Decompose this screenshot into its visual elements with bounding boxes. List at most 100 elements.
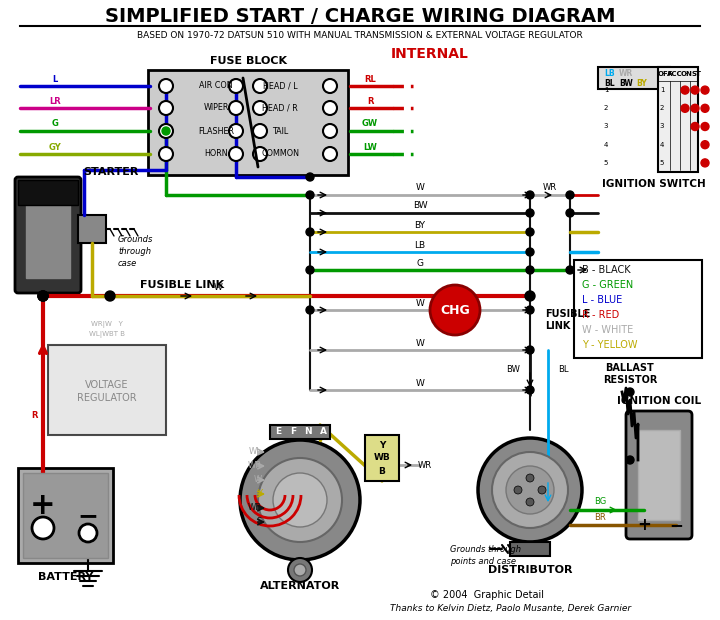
Text: CHG: CHG <box>440 304 470 316</box>
Circle shape <box>159 101 173 115</box>
Circle shape <box>526 228 534 236</box>
Circle shape <box>306 191 314 199</box>
Circle shape <box>526 191 534 199</box>
Text: FLASHER: FLASHER <box>198 126 234 136</box>
Text: 4: 4 <box>660 142 664 148</box>
Circle shape <box>681 86 689 94</box>
Text: HEAD / R: HEAD / R <box>262 104 298 112</box>
Circle shape <box>253 79 267 93</box>
Text: N: N <box>304 428 312 436</box>
Circle shape <box>526 266 534 274</box>
Text: W: W <box>415 298 424 308</box>
Circle shape <box>506 466 554 514</box>
Bar <box>574 260 702 358</box>
FancyBboxPatch shape <box>626 411 692 539</box>
Circle shape <box>38 291 48 301</box>
Text: 3: 3 <box>604 123 608 130</box>
Text: GW: GW <box>362 120 378 128</box>
Circle shape <box>526 209 534 217</box>
Circle shape <box>159 124 173 138</box>
Text: BW: BW <box>506 366 520 374</box>
Circle shape <box>691 104 699 112</box>
Circle shape <box>701 141 709 149</box>
Circle shape <box>32 517 54 539</box>
Text: −: − <box>78 504 99 528</box>
Circle shape <box>229 147 243 161</box>
Text: WR: WR <box>248 461 262 471</box>
Circle shape <box>229 79 243 93</box>
Text: Grounds through: Grounds through <box>450 546 521 554</box>
Text: IGNITION COIL: IGNITION COIL <box>617 396 701 406</box>
Circle shape <box>294 564 306 576</box>
Circle shape <box>105 291 115 301</box>
Text: 3: 3 <box>660 123 665 130</box>
Circle shape <box>159 79 173 93</box>
Text: W: W <box>415 184 424 192</box>
Text: WL: WL <box>249 448 262 456</box>
Text: W: W <box>415 378 424 388</box>
Text: R: R <box>366 97 373 105</box>
Circle shape <box>526 498 534 506</box>
Circle shape <box>323 147 337 161</box>
Text: BALLAST: BALLAST <box>606 363 654 373</box>
Circle shape <box>566 266 574 274</box>
Text: Y - YELLOW: Y - YELLOW <box>582 340 637 350</box>
Circle shape <box>38 291 48 301</box>
Circle shape <box>701 159 709 167</box>
Text: GY: GY <box>49 143 61 151</box>
Circle shape <box>526 248 534 256</box>
Circle shape <box>526 306 534 314</box>
Text: R: R <box>32 410 38 420</box>
Text: R - RED: R - RED <box>582 310 619 320</box>
Text: 1: 1 <box>660 87 665 93</box>
Text: G: G <box>52 120 58 128</box>
Text: OFF: OFF <box>657 71 672 77</box>
Circle shape <box>253 101 267 115</box>
Text: BR: BR <box>594 513 606 521</box>
Polygon shape <box>18 180 78 205</box>
Text: points and case: points and case <box>450 557 516 567</box>
Text: Y: Y <box>257 490 262 498</box>
Text: BW: BW <box>619 79 633 87</box>
Text: ALTERNATOR: ALTERNATOR <box>260 581 340 591</box>
Bar <box>23 473 108 558</box>
Text: BG: BG <box>594 497 606 507</box>
Text: L - BLUE: L - BLUE <box>582 295 622 305</box>
Circle shape <box>691 86 699 94</box>
Circle shape <box>306 306 314 314</box>
Circle shape <box>229 124 243 138</box>
Circle shape <box>159 147 173 161</box>
Text: Y: Y <box>379 440 385 450</box>
Text: E: E <box>275 428 281 436</box>
Circle shape <box>323 101 337 115</box>
Text: HORN: HORN <box>204 149 228 159</box>
FancyBboxPatch shape <box>15 177 81 293</box>
Text: B: B <box>379 467 385 477</box>
Text: L: L <box>53 74 58 84</box>
Text: LW: LW <box>363 143 377 151</box>
Circle shape <box>306 266 314 274</box>
Circle shape <box>701 123 709 130</box>
Text: HEAD / L: HEAD / L <box>263 81 297 91</box>
Text: SIMPLIFIED START / CHARGE WIRING DIAGRAM: SIMPLIFIED START / CHARGE WIRING DIAGRAM <box>104 6 616 25</box>
Text: ON: ON <box>681 71 693 77</box>
Circle shape <box>526 386 534 394</box>
Text: LB: LB <box>415 241 426 249</box>
Circle shape <box>626 388 634 396</box>
Text: +: + <box>637 516 651 534</box>
Circle shape <box>258 458 342 542</box>
Circle shape <box>306 173 314 181</box>
Text: WB: WB <box>248 503 262 513</box>
Text: Thanks to Kelvin Dietz, Paolo Musante, Derek Garnier: Thanks to Kelvin Dietz, Paolo Musante, D… <box>390 604 631 614</box>
Text: 1: 1 <box>604 87 608 93</box>
Circle shape <box>514 486 522 494</box>
Circle shape <box>526 346 534 354</box>
Text: 5: 5 <box>660 160 664 166</box>
Text: TAIL: TAIL <box>272 126 288 136</box>
Circle shape <box>566 191 574 199</box>
Bar <box>510 542 550 556</box>
Text: B - BLACK: B - BLACK <box>582 265 631 275</box>
Text: LR: LR <box>49 97 61 105</box>
Text: W: W <box>253 476 262 484</box>
Text: VOLTAGE: VOLTAGE <box>85 380 129 390</box>
